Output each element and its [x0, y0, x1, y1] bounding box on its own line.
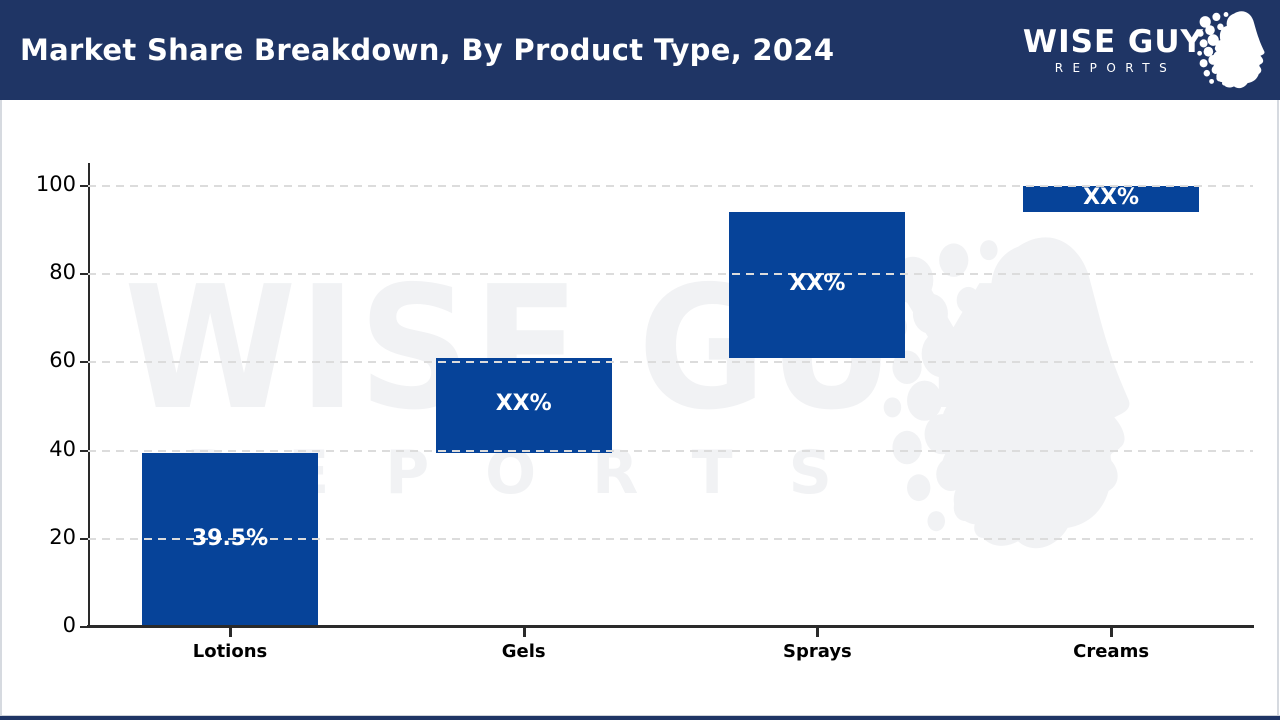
y-tick-40 — [80, 449, 88, 452]
x-tick-lotions — [229, 628, 232, 637]
bar-gels — [435, 357, 612, 453]
logo-face-icon — [1197, 11, 1265, 89]
bar-creams — [1023, 186, 1200, 213]
plot-area: 0 20 40 60 80 100 39.5% Lotions XX% Gels XX% Sprays… — [0, 100, 1280, 716]
x-category-label: Gels — [501, 641, 546, 662]
bar-value-label: XX% — [495, 391, 552, 417]
gridline-y-80 — [88, 273, 1253, 276]
y-tick-label: 0 — [62, 613, 76, 637]
wise-guy-logo: WISE GUY REPORTS — [1023, 7, 1274, 93]
y-axis-line — [88, 163, 90, 628]
x-tick-sprays — [816, 628, 820, 637]
bar-value-label: XX% — [789, 271, 846, 297]
page-border-right — [1277, 100, 1279, 716]
bar-value-label: XX% — [1083, 185, 1140, 211]
y-tick-label: 60 — [49, 348, 76, 373]
x-category-label: Creams — [1073, 641, 1150, 662]
header-band: Market Share Breakdown, By Product Type,… — [0, 0, 1280, 100]
footer-band — [0, 715, 1280, 720]
bar-value-label: 39.5% — [191, 525, 269, 551]
bar-lotions — [142, 452, 318, 627]
bar-sprays — [729, 212, 906, 358]
gridline-y-40 — [88, 449, 1253, 452]
y-tick-label: 80 — [49, 260, 76, 285]
gridline-y-100 — [88, 185, 1253, 187]
logo-subtitle: REPORTS — [1054, 60, 1177, 75]
x-tick-gels — [522, 628, 526, 637]
y-tick-label: 40 — [49, 436, 76, 461]
x-category-label: Lotions — [192, 641, 268, 662]
x-axis-line — [87, 625, 1254, 628]
y-tick-20 — [80, 537, 88, 540]
page-border-left — [0, 100, 2, 716]
gridline-y-60 — [88, 361, 1253, 364]
x-category-label: Sprays — [783, 641, 852, 662]
y-tick-label: 20 — [49, 524, 76, 549]
logo-text: WISE GUY REPORTS — [1022, 23, 1204, 75]
y-tick-label: 100 — [35, 172, 76, 196]
gridline-y-20 — [88, 537, 1253, 540]
logo-wordmark: WISE GUY — [1022, 23, 1204, 60]
y-tick-100 — [80, 185, 88, 187]
y-tick-80 — [80, 273, 88, 276]
x-tick-creams — [1110, 628, 1114, 637]
y-tick-60 — [80, 361, 88, 364]
chart-title: Market Share Breakdown, By Product Type,… — [20, 33, 835, 67]
y-tick-0 — [80, 626, 88, 628]
